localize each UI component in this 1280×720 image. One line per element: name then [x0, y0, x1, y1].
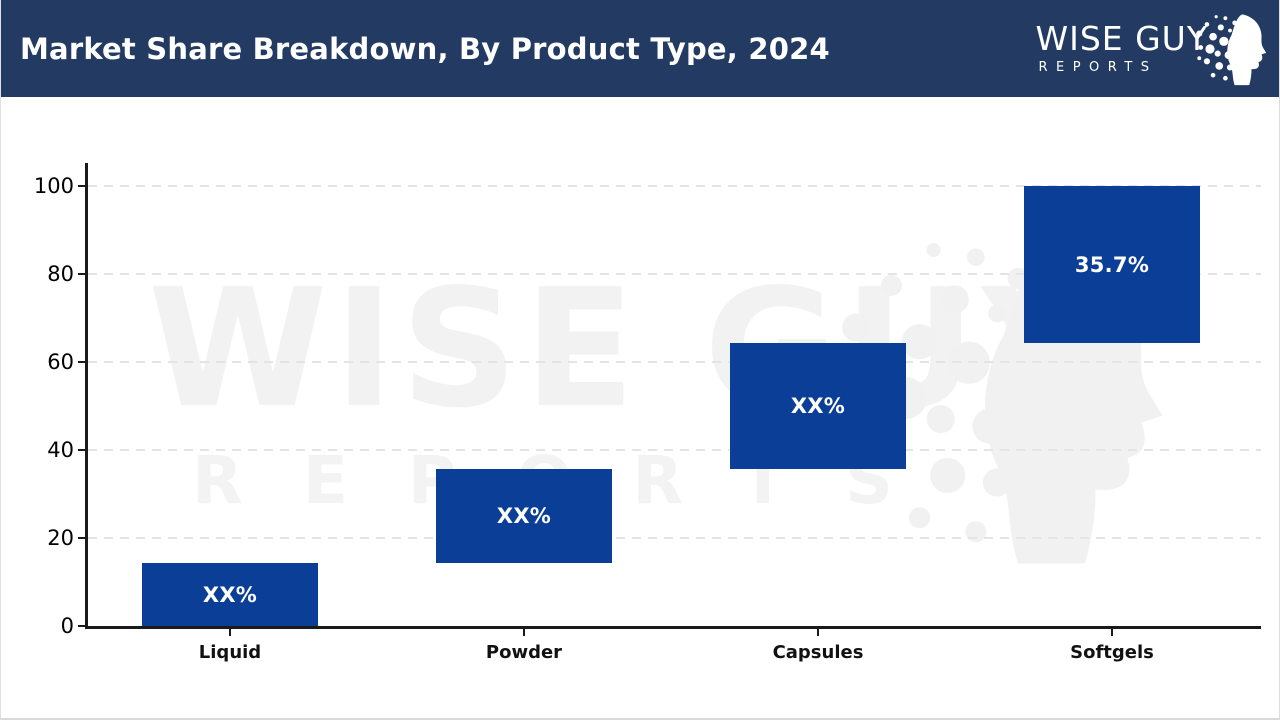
gridline-60 [88, 361, 1261, 363]
y-tick-label-0: 0 [60, 614, 74, 638]
y-tick-80 [78, 273, 88, 275]
x-axis-line [85, 626, 1261, 629]
bar-label-liquid: XX% [202, 582, 258, 607]
x-tick-softgels [1111, 629, 1113, 636]
y-axis-line [85, 163, 88, 629]
y-tick-label-80: 80 [47, 262, 74, 286]
bar-label-softgels: 35.7% [1074, 252, 1150, 277]
bar-softgels: 35.7% [1024, 186, 1200, 344]
logo-wordmark: WISE GUY [1035, 19, 1208, 58]
x-tick-capsules [817, 629, 819, 636]
y-tick-40 [78, 449, 88, 451]
x-tick-powder [523, 629, 525, 636]
bar-capsules: XX% [730, 343, 906, 469]
bar-label-capsules: XX% [790, 393, 846, 418]
y-tick-label-20: 20 [47, 526, 74, 550]
y-tick-label-40: 40 [47, 438, 74, 462]
gridline-80 [88, 273, 1261, 275]
x-tick-liquid [229, 629, 231, 636]
bar-powder: XX% [436, 468, 612, 564]
chart-title: Market Share Breakdown, By Product Type,… [20, 31, 830, 66]
x-tick-label-powder: Powder [485, 642, 563, 663]
logo-subtext: REPORTS [1038, 60, 1158, 75]
y-tick-100 [78, 185, 88, 187]
bar-liquid: XX% [142, 563, 318, 626]
y-tick-20 [78, 537, 88, 539]
y-tick-label-60: 60 [47, 350, 74, 374]
x-tick-label-softgels: Softgels [1070, 642, 1154, 663]
x-tick-label-liquid: Liquid [198, 642, 262, 663]
logo-head-icon [1196, 13, 1267, 85]
logo-text: WISE GUY REPORTS [1035, 22, 1208, 75]
wise-guy-logo: WISE GUY REPORTS [1035, 6, 1270, 92]
bar-label-powder: XX% [496, 503, 552, 528]
gridline-20 [88, 537, 1261, 539]
x-tick-label-capsules: Capsules [772, 642, 864, 663]
header-bar: Market Share Breakdown, By Product Type,… [0, 0, 1280, 97]
y-tick-60 [78, 361, 88, 363]
gridline-40 [88, 449, 1261, 451]
y-tick-label-100: 100 [33, 174, 74, 198]
gridline-100 [88, 185, 1261, 187]
y-tick-0 [78, 625, 88, 627]
